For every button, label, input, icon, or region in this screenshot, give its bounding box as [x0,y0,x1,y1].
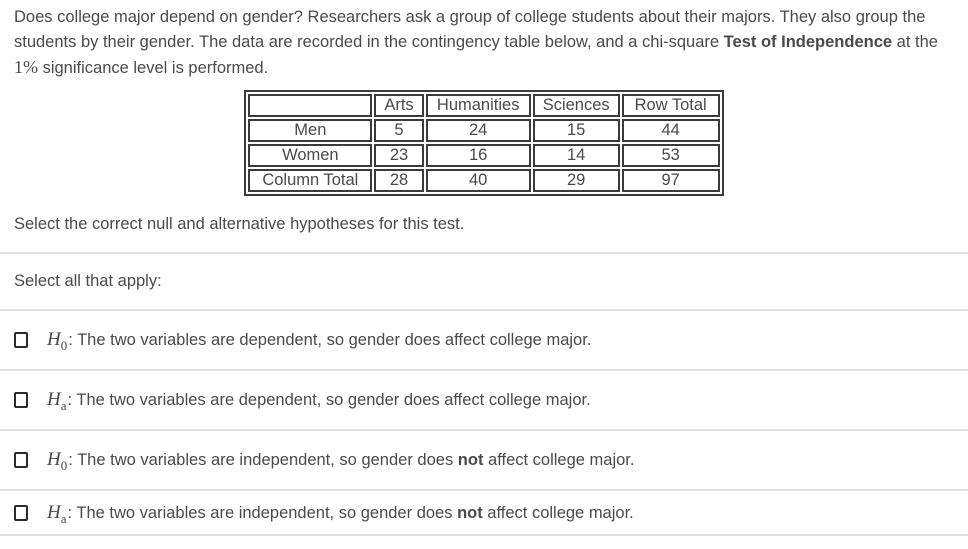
h-subscript: 0 [60,457,68,473]
table-cell: 44 [621,119,720,142]
table-cell: 23 [374,144,424,167]
table-cell: 24 [425,119,531,142]
question-text-part2: at the [892,33,938,51]
h-letter: H [47,389,61,410]
table-corner-cell [248,94,373,117]
answer-option-1[interactable]: H0: The two variables are dependent, so … [0,311,968,371]
answer-option-3[interactable]: H0: The two variables are independent, s… [0,431,968,491]
question-text: Does college major depend on gender? Res… [0,0,968,81]
question-text-bold: Test of Independence [723,33,893,51]
h-subscript: 0 [60,337,68,353]
contingency-table: Arts Humanities Sciences Row Total Men 5… [244,90,724,196]
option-text: : The two variables are independent, so … [67,503,458,522]
prompt-text: Select the correct null and alternative … [14,214,465,233]
option-text-after: affect college major. [482,503,634,522]
h-subscript: a [60,510,67,526]
table-cell: 97 [621,169,720,192]
option-1-checkbox[interactable] [14,332,28,348]
option-3-checkbox[interactable] [14,452,28,468]
table-cell: 28 [374,169,424,192]
table-cell: 16 [425,144,531,167]
table-header-row-total: Row Total [621,94,720,117]
table-cell: 53 [621,144,720,167]
option-text: : The two variables are independent, so … [68,451,458,469]
question-text-part3: significance level is performed. [38,59,269,77]
table-cell: 5 [374,119,424,142]
prompt-section: Select the correct null and alternative … [0,196,968,254]
row-label: Men [248,119,373,142]
row-label: Column Total [248,169,373,192]
option-text: : The two variables are dependent, so ge… [67,391,591,409]
table-cell: 40 [425,169,531,192]
hypothesis-symbol: Ha [47,501,67,526]
option-bold-word: not [457,451,484,469]
h-subscript: a [60,397,67,413]
table-header-row: Arts Humanities Sciences Row Total [248,94,720,117]
table-row: Women 23 16 14 53 [248,144,720,167]
answer-option-4[interactable]: Ha: The two variables are independent, s… [0,491,968,536]
option-3-label: H0: The two variables are independent, s… [47,449,635,473]
option-text-after: affect college major. [483,451,635,469]
option-2-label: Ha: The two variables are dependent, so … [47,389,591,413]
table-header-arts: Arts [374,94,424,117]
option-4-label: Ha: The two variables are independent, s… [47,501,634,526]
option-4-checkbox[interactable] [14,504,28,521]
table-header-sciences: Sciences [532,94,620,117]
row-label: Women [248,144,373,167]
table-header-humanities: Humanities [425,94,531,117]
hypothesis-symbol: H0 [47,449,68,473]
option-1-label: H0: The two variables are dependent, so … [47,329,592,353]
answer-option-2[interactable]: Ha: The two variables are dependent, so … [0,371,968,431]
select-all-section: Select all that apply: [0,254,968,311]
hypothesis-symbol: H0 [47,329,68,353]
select-all-label: Select all that apply: [14,272,162,290]
significance-level-value: 1% [14,57,38,77]
option-2-checkbox[interactable] [14,392,28,408]
h-letter: H [47,329,61,350]
question-text-part1: Does college major depend on gender? Res… [14,8,926,51]
table-cell: 15 [532,119,620,142]
table-row: Column Total 28 40 29 97 [248,169,720,192]
hypothesis-symbol: Ha [47,389,67,413]
table-row: Men 5 24 15 44 [248,119,720,142]
option-bold-word: not [457,503,483,522]
table-cell: 29 [532,169,620,192]
table-cell: 14 [532,144,620,167]
h-letter: H [47,449,61,470]
option-text: : The two variables are dependent, so ge… [68,331,592,349]
h-letter: H [47,501,61,523]
